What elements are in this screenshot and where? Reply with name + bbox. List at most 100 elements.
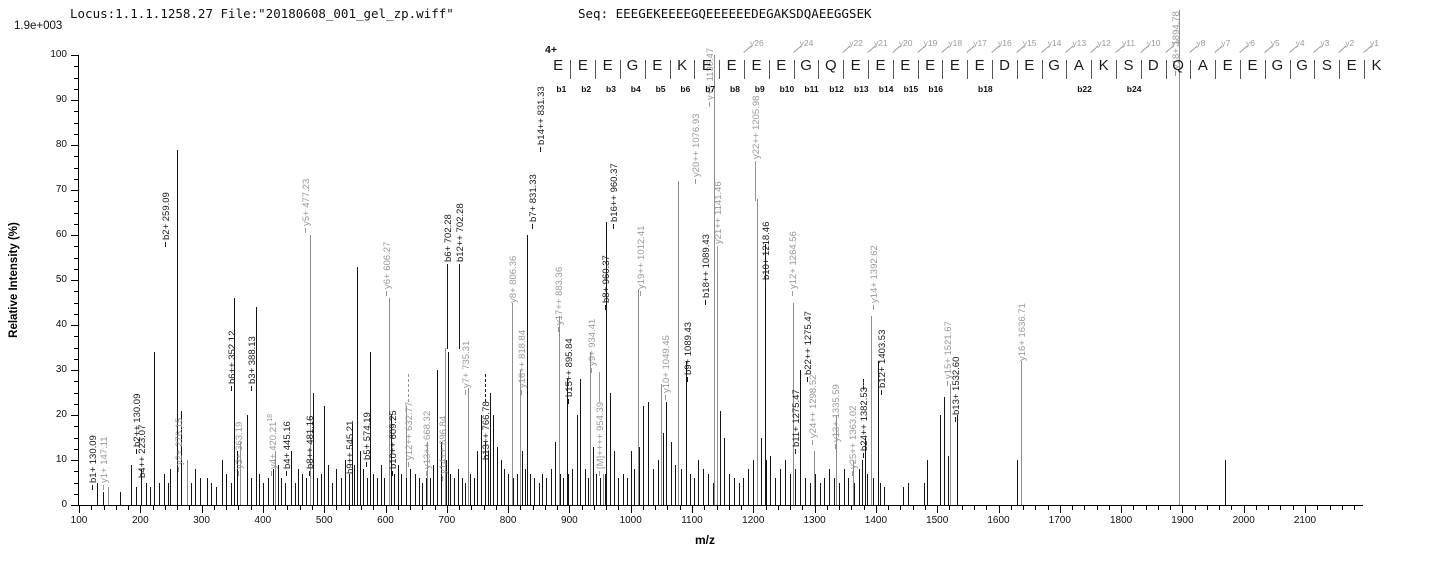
b-ion-mark: b11	[804, 84, 819, 94]
background-peak	[298, 469, 299, 505]
peak-label-connector	[765, 282, 766, 287]
y-ion-mark: y5	[1270, 38, 1280, 48]
peak-label: b16++ 960.37	[609, 162, 620, 222]
x-tick	[606, 506, 608, 510]
y-tick	[74, 122, 78, 124]
y-ion-peak	[871, 316, 872, 505]
y-tick-label: 30	[55, 364, 67, 375]
y-tick	[74, 302, 78, 304]
peak-label: y4+ 420.2118	[267, 413, 280, 469]
background-peak	[577, 415, 578, 505]
fragment-divider	[768, 60, 770, 79]
background-peak	[820, 482, 821, 505]
x-tick	[1010, 506, 1012, 510]
peak-label: y13+ 1335.59	[831, 384, 842, 442]
peak-label-connector	[349, 475, 350, 481]
y-ion-mark: y14	[1047, 38, 1062, 48]
x-tick	[471, 506, 473, 510]
fragment-divider	[967, 60, 969, 79]
peak-label: y13++ 668.32	[422, 410, 433, 469]
y-ion-mark: y19	[923, 38, 938, 48]
peak-label-connector	[812, 439, 813, 445]
x-tick	[986, 506, 988, 510]
x-tick	[1329, 506, 1331, 510]
y-ion-mark: y15	[1022, 38, 1037, 48]
peak-label: b18++ 1089.43	[701, 234, 712, 298]
x-tick	[1133, 506, 1135, 510]
background-peak	[854, 482, 855, 505]
residue: E	[925, 57, 936, 74]
b-ion-peak	[291, 451, 292, 505]
background-peak	[481, 415, 482, 505]
b-ion-peak	[352, 424, 353, 505]
y-tick-label: 50	[55, 274, 67, 285]
fragment-divider	[595, 60, 597, 79]
peak-label: b6+ 702.28	[443, 214, 454, 262]
x-tick	[630, 506, 632, 513]
x-tick-label: 900	[561, 515, 578, 526]
b-ion-mark: b24	[1126, 84, 1142, 94]
peak-label: b4++ 223.07	[137, 424, 148, 478]
background-peak	[525, 469, 526, 505]
background-peak	[474, 478, 475, 505]
peak-label-connector	[521, 390, 522, 395]
x-tick	[348, 506, 350, 510]
background-peak	[690, 473, 691, 505]
x-tick	[115, 506, 117, 510]
y-ion-peak	[590, 352, 591, 505]
peak-label-connector	[640, 291, 641, 296]
peak-label-connector	[309, 471, 310, 476]
b-ion-mark: b16	[928, 84, 944, 94]
background-peak	[862, 460, 863, 505]
residue: K	[1371, 57, 1382, 74]
residue: G	[626, 57, 639, 74]
peak-label: y12++ 632.77	[404, 401, 415, 460]
x-tick	[397, 506, 399, 510]
peak-label: b10+ 1218.46	[761, 221, 772, 280]
peak-label: y22++ 1205.98	[751, 95, 762, 159]
peak-label-connector	[665, 394, 666, 400]
x-tick	[642, 506, 644, 510]
background-peak	[367, 478, 368, 505]
background-peak	[485, 442, 486, 505]
background-peak	[703, 469, 704, 505]
y-tick-label: 70	[55, 184, 67, 195]
fragment-divider	[942, 60, 944, 79]
fragment-divider	[1190, 60, 1192, 79]
b-ion-mark: b18	[978, 84, 993, 94]
peak-label: b10++ 609.25	[388, 410, 399, 469]
y-ion-peak	[678, 181, 679, 505]
background-peak	[880, 482, 881, 505]
x-tick	[1121, 506, 1123, 513]
y-ion-peak	[714, 55, 715, 505]
peak-label: b13++ 766.78	[481, 401, 492, 460]
b-ion-mark: b14	[878, 84, 894, 94]
y-tick	[74, 212, 78, 214]
x-tick	[618, 506, 620, 510]
y-tick	[74, 156, 78, 158]
peak-label: y20++ 1076.93	[691, 113, 702, 177]
background-peak	[867, 473, 868, 505]
peak-label-connector	[873, 304, 874, 310]
x-tick	[422, 506, 424, 510]
residue: E	[602, 57, 613, 74]
b-ion-mark: b1	[556, 84, 567, 94]
background-peak	[795, 469, 796, 505]
peak-label: y16+ 1636.71	[1017, 303, 1028, 361]
y-tick	[74, 448, 78, 450]
peak-label: b3+ 388.13	[247, 335, 258, 384]
background-peak	[859, 469, 860, 505]
x-tick	[667, 506, 669, 510]
peak-label-connector	[1021, 363, 1022, 368]
x-tick	[581, 506, 583, 510]
y-tick	[74, 313, 78, 315]
x-tick	[1194, 506, 1196, 510]
x-tick	[140, 506, 142, 513]
y-ion-peak	[638, 289, 639, 505]
peak-label: y24++ 1298.52	[808, 374, 819, 438]
background-peak	[354, 464, 355, 505]
background-peak	[580, 379, 581, 505]
fragment-divider	[992, 60, 993, 79]
y-ion-mark: y16	[998, 38, 1012, 48]
y-tick-label: 10	[55, 454, 67, 465]
